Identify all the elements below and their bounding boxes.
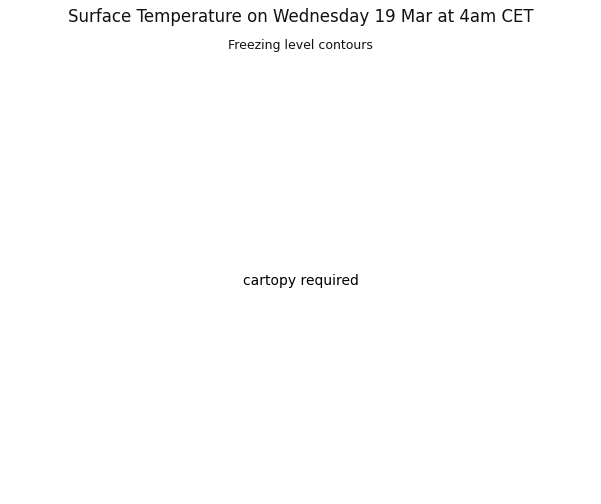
Text: Surface Temperature on Wednesday 19 Mar at 4am CET: Surface Temperature on Wednesday 19 Mar … (68, 9, 533, 26)
Text: Freezing level contours: Freezing level contours (228, 39, 373, 52)
Text: cartopy required: cartopy required (243, 274, 358, 288)
